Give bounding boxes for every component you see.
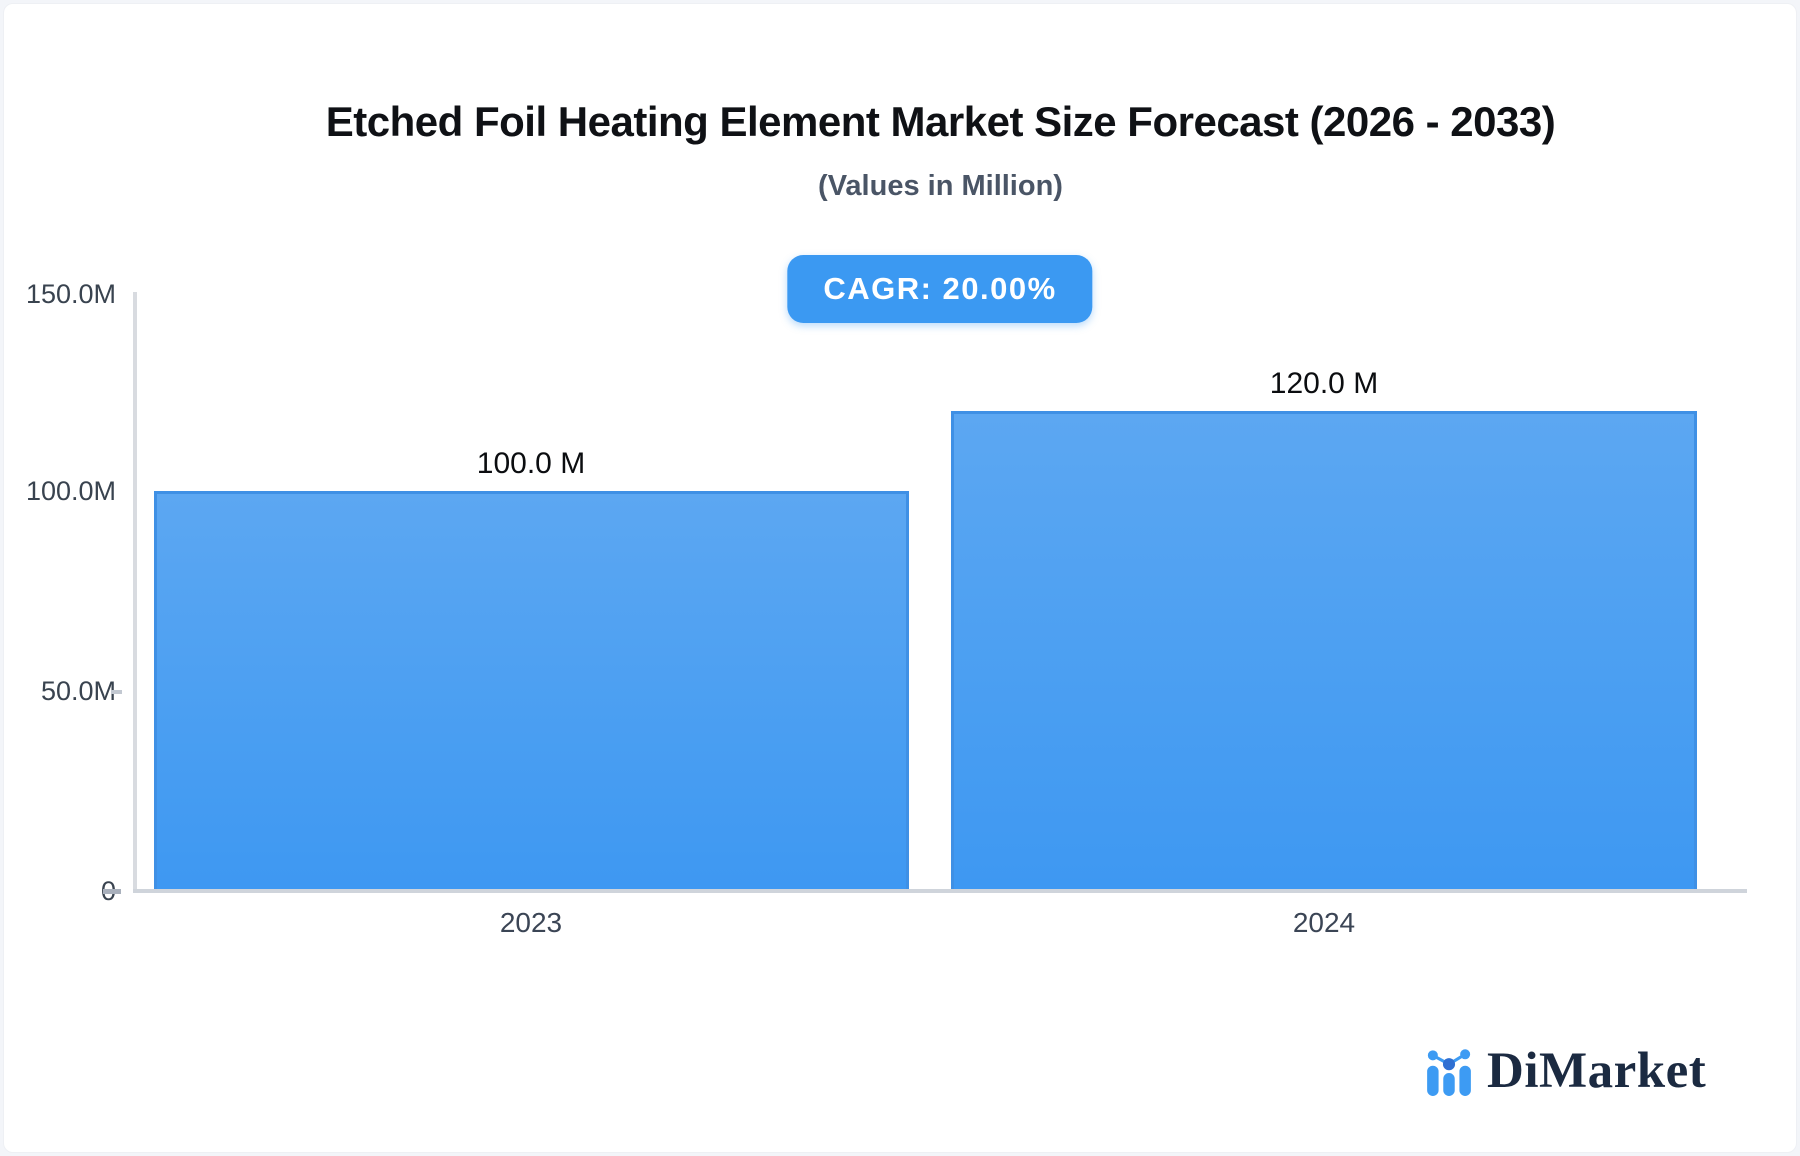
y-axis-tick-mark-0	[103, 889, 121, 894]
y-axis-tick-label-0: 0	[4, 874, 116, 908]
bar-value-label-2023: 100.0 M	[476, 447, 586, 480]
bar-2024	[951, 411, 1697, 889]
x-axis-label-2024: 2024	[1292, 907, 1356, 938]
y-axis-line	[133, 292, 137, 893]
bar-chart-logo-icon	[1427, 1048, 1471, 1096]
y-axis-tick-mark-50m	[111, 690, 122, 694]
chart-subtitle: (Values in Million)	[818, 170, 1063, 202]
cagr-badge: CAGR: 20.00%	[787, 255, 1093, 323]
bar-value-label-2024: 120.0 M	[1269, 367, 1379, 400]
brand-logo: DiMarket	[1425, 1046, 1706, 1097]
brand-logo-text: DiMarket	[1487, 1043, 1707, 1099]
bar-2023	[154, 491, 909, 889]
chart-title: Etched Foil Heating Element Market Size …	[325, 98, 1556, 145]
y-axis-tick-label-50m: 50.0M	[40, 676, 116, 706]
chart-card: Etched Foil Heating Element Market Size …	[3, 3, 1797, 1153]
x-axis-baseline	[133, 889, 1747, 893]
y-axis-tick-label-100m: 100.0M	[25, 476, 116, 506]
y-axis-tick-label-150m: 150.0M	[25, 279, 116, 309]
x-axis-label-2023: 2023	[499, 907, 563, 938]
